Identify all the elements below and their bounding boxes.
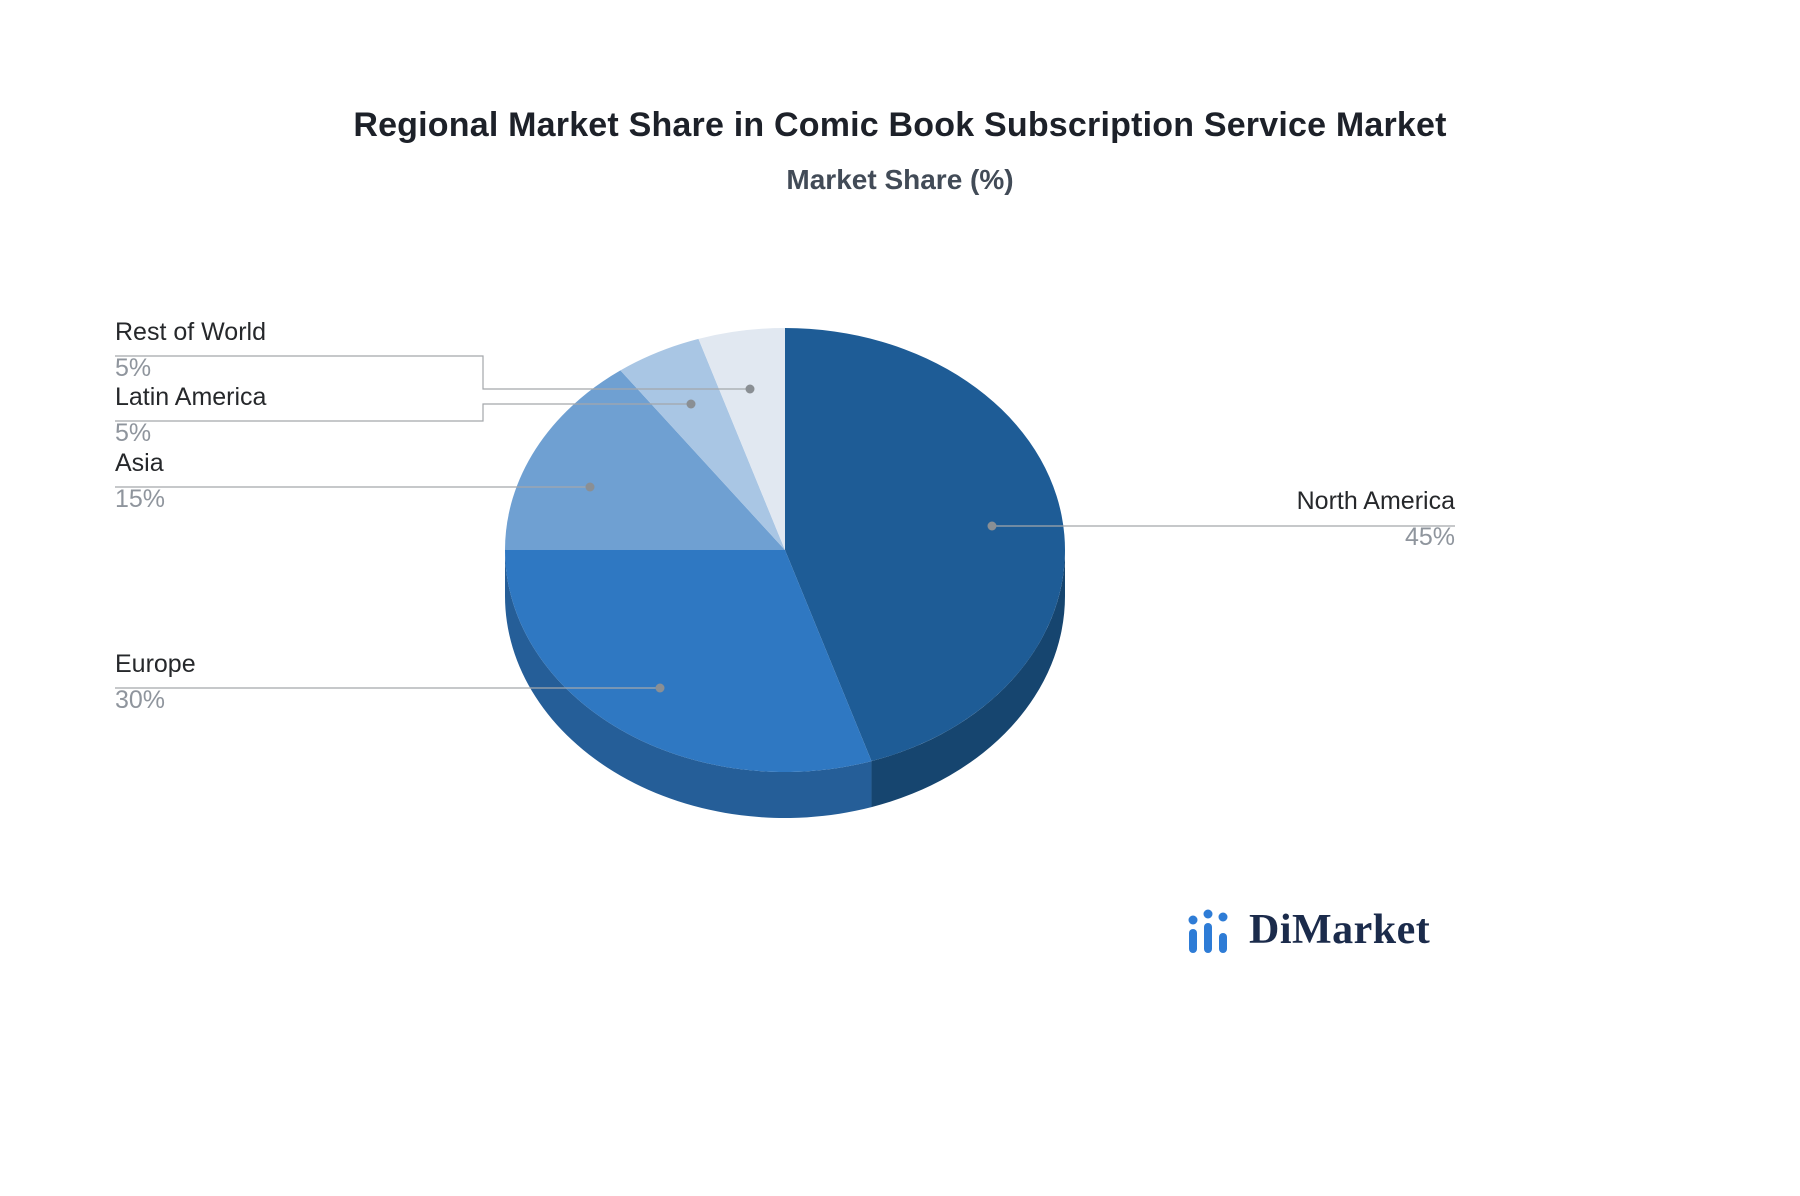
- slice-label-rest-of-world: Rest of World: [115, 318, 266, 346]
- slice-label-north-america: North America: [1296, 487, 1455, 515]
- callout-north-america: North America 45%: [1297, 483, 1455, 555]
- callout-asia: Asia 15%: [115, 445, 165, 517]
- pie-slice-latin-america: [620, 338, 785, 550]
- slice-value-latin-america: 5%: [115, 419, 152, 447]
- pie-slice-asia: [505, 370, 785, 550]
- callout-dot-latin-america: [686, 399, 696, 409]
- pie-side-north-america: [871, 550, 1065, 808]
- slice-label-latin-america: Latin America: [115, 383, 267, 411]
- callout-line-latin-america: [115, 403, 688, 422]
- slice-value-rest-of-world: 5%: [115, 354, 152, 382]
- slice-label-europe: Europe: [115, 650, 196, 678]
- chart-subtitle: Market Share (%): [786, 164, 1014, 195]
- callout-line-rest-of-world: [115, 355, 747, 390]
- bar-chart-icon: [1188, 909, 1228, 953]
- pie-side-europe: [504, 550, 872, 818]
- chart-title: Regional Market Share in Comic Book Subs…: [353, 106, 1447, 144]
- slice-value-asia: 15%: [115, 485, 166, 513]
- pie-slice-rest-of-world: [698, 328, 785, 550]
- callout-dot-rest-of-world: [745, 384, 755, 394]
- pie-slice-europe: [504, 550, 872, 772]
- callout-dot-asia: [585, 482, 595, 492]
- brand-logo-text: DiMarket: [1249, 907, 1431, 953]
- callout-dot-north-america: [987, 521, 997, 531]
- slice-label-asia: Asia: [115, 449, 164, 477]
- slice-value-europe: 30%: [115, 686, 166, 714]
- pie-slice-north-america: [785, 328, 1065, 762]
- callout-dot-europe: [655, 683, 665, 693]
- callout-europe: Europe 30%: [115, 646, 196, 718]
- slice-value-north-america: 45%: [1404, 523, 1455, 551]
- callout-rest-of-world: Rest of World 5%: [115, 314, 266, 386]
- brand-logo: DiMarket: [1185, 903, 1430, 957]
- callout-latin-america: Latin America 5%: [115, 379, 266, 451]
